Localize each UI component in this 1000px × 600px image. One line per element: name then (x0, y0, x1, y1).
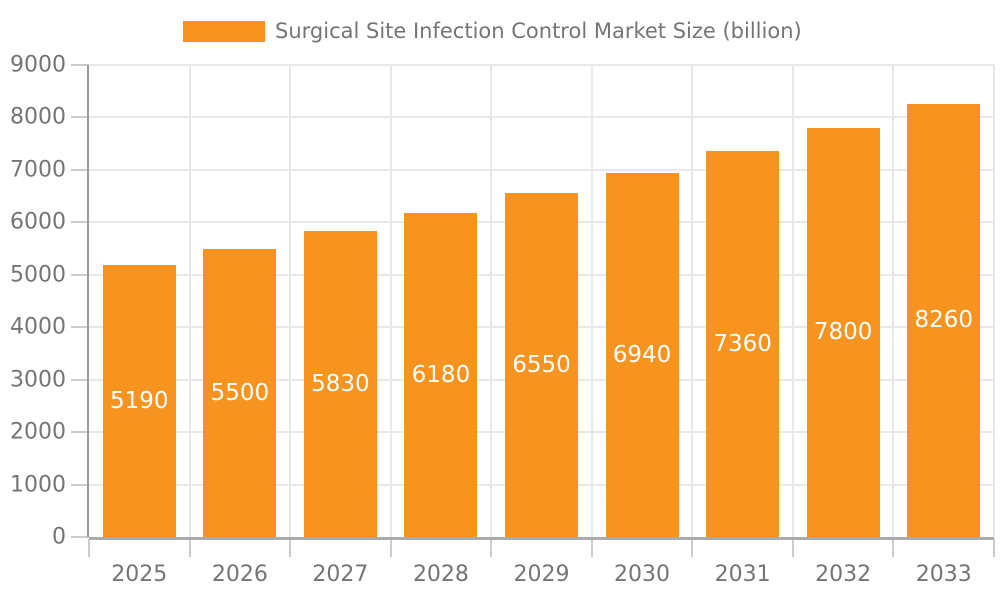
bar-value-label: 6940 (612, 342, 672, 369)
bar-value-label: 5830 (311, 371, 370, 398)
y-axis-tick-label: 5000 (10, 262, 66, 288)
y-axis-tick (71, 378, 89, 381)
gridline-vertical (490, 65, 493, 537)
y-axis-tick-label: 1000 (10, 472, 66, 498)
x-axis-tick (892, 539, 895, 557)
bar-2033[interactable] (907, 103, 981, 537)
y-axis-tick-label: 2000 (10, 419, 66, 445)
x-axis-tick-label: 2026 (211, 562, 268, 587)
x-axis-tick (490, 539, 493, 557)
x-axis-tick-label: 2027 (312, 562, 369, 587)
x-axis-tick (590, 539, 593, 557)
x-axis-tick-label: 2033 (915, 562, 972, 587)
gridline-vertical (892, 65, 895, 537)
bar-2025[interactable] (102, 264, 176, 537)
x-axis-tick (791, 539, 794, 557)
y-axis-tick (71, 221, 89, 224)
gridline-vertical (993, 65, 995, 537)
legend-swatch-icon (183, 20, 265, 42)
bar-value-label: 7360 (713, 331, 772, 357)
bar-value-label: 6550 (512, 352, 571, 379)
x-axis-tick (389, 539, 392, 557)
y-axis-tick-label: 4000 (10, 314, 66, 340)
chart-legend[interactable]: Surgical Site Infection Control Market S… (183, 16, 802, 46)
y-axis-line (87, 65, 89, 537)
y-axis-tick (71, 116, 89, 119)
x-axis-tick-label: 2030 (614, 562, 671, 587)
gridline-vertical (590, 65, 593, 537)
y-axis-tick (71, 483, 89, 486)
x-axis-tick-label: 2031 (714, 562, 771, 587)
bar-value-label: 6180 (411, 361, 471, 388)
y-axis-tick (71, 431, 89, 434)
x-axis-tick (188, 539, 191, 557)
y-axis-tick-label: 0 (52, 524, 66, 550)
x-axis-tick (993, 539, 995, 557)
bar-2028[interactable] (404, 212, 478, 537)
x-axis-tick (88, 539, 90, 557)
legend-label: Surgical Site Infection Control Market S… (275, 19, 802, 43)
gridline-horizontal (89, 64, 994, 66)
bar-2027[interactable] (303, 231, 377, 537)
x-axis-tick-label: 2025 (111, 562, 168, 587)
y-axis-tick-label: 8000 (10, 104, 66, 130)
gridline-vertical (188, 65, 191, 537)
bar-2030[interactable] (605, 173, 679, 537)
bar-2032[interactable] (806, 127, 880, 537)
y-axis-tick (71, 168, 89, 171)
bar-value-label: 8260 (914, 307, 973, 334)
gridline-vertical (289, 65, 292, 537)
x-axis-tick-label: 2028 (412, 562, 469, 587)
x-axis-tick (289, 539, 292, 557)
y-axis-tick-label: 9000 (10, 52, 66, 78)
bar-2026[interactable] (203, 248, 277, 537)
x-axis-tick-label: 2029 (513, 562, 570, 587)
y-axis-tick (71, 273, 89, 276)
bar-value-label: 7800 (813, 319, 873, 346)
bar-2031[interactable] (706, 151, 780, 537)
x-axis-line (89, 537, 994, 540)
bar-value-label: 5500 (210, 379, 270, 406)
y-axis-tick (71, 64, 89, 66)
bar-2029[interactable] (505, 193, 578, 537)
y-axis-tick-label: 3000 (10, 367, 66, 393)
gridline-vertical (691, 65, 694, 537)
gridline-horizontal (89, 116, 994, 119)
gridline-horizontal (89, 168, 994, 171)
gridline-vertical (389, 65, 392, 537)
y-axis-tick (71, 326, 89, 329)
x-axis-tick-label: 2032 (815, 562, 872, 587)
y-axis-tick (71, 536, 89, 538)
gridline-vertical (791, 65, 794, 537)
y-axis-tick-label: 6000 (10, 209, 66, 235)
x-axis-tick (691, 539, 694, 557)
y-axis-tick-label: 7000 (10, 157, 66, 183)
bar-value-label: 5190 (109, 387, 169, 414)
